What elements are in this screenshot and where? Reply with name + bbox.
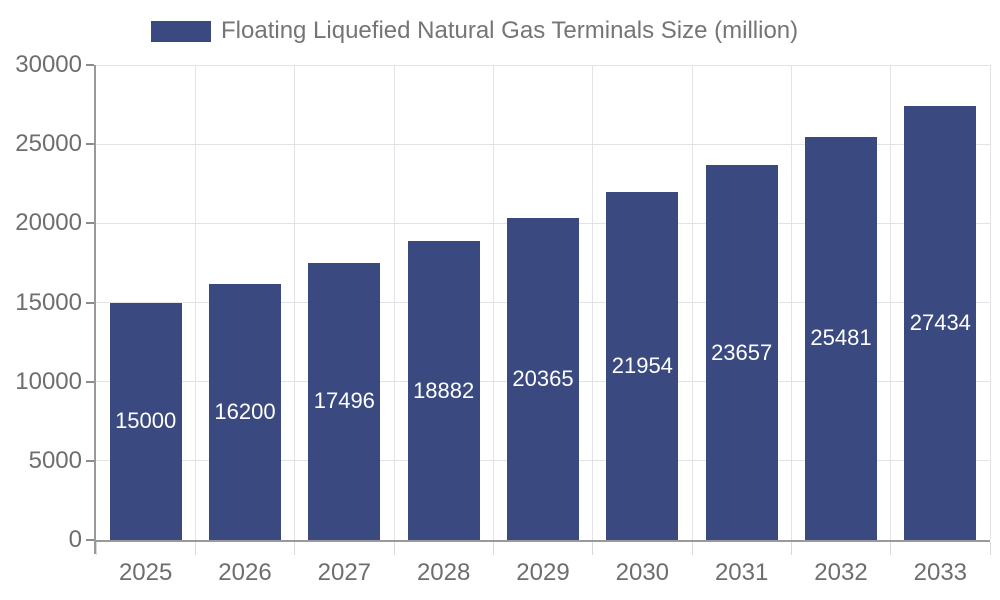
y-axis-tick-mark — [86, 64, 94, 66]
y-axis-tick-mark — [86, 539, 94, 541]
gridline-vertical — [492, 65, 494, 540]
x-axis-tick-label: 2033 — [913, 559, 968, 586]
bar[interactable]: 16200 — [209, 283, 281, 540]
gridline-vertical — [989, 65, 991, 540]
bar-value-label: 27434 — [909, 309, 971, 335]
bar[interactable]: 15000 — [109, 302, 182, 540]
y-axis-tick-label: 30000 — [15, 51, 82, 78]
bar[interactable]: 23657 — [705, 165, 778, 540]
gridline-vertical — [294, 65, 296, 540]
y-axis-tick-mark — [86, 380, 94, 383]
bar[interactable]: 27434 — [904, 105, 977, 540]
bar-value-label: 23657 — [711, 339, 773, 365]
x-axis-tick-mark — [790, 542, 792, 555]
y-axis-tick-label: 0 — [68, 526, 82, 553]
bar-value-label: 17496 — [313, 388, 375, 414]
x-axis-tick-mark — [393, 542, 395, 555]
y-axis-tick-label: 25000 — [15, 130, 82, 158]
gridline-vertical — [890, 65, 892, 540]
bar-value-label: 21954 — [611, 353, 673, 379]
y-axis-tick-mark — [86, 222, 94, 225]
y-axis-tick-mark — [86, 459, 94, 462]
gridline-vertical — [592, 65, 594, 540]
bar[interactable]: 17496 — [308, 262, 381, 540]
bar-value-label: 18882 — [413, 377, 475, 403]
x-axis-tick-mark — [294, 542, 296, 555]
bar[interactable]: 25481 — [805, 136, 877, 540]
y-axis-line — [94, 65, 96, 554]
gridline-vertical — [790, 65, 792, 540]
y-axis-tick-mark — [86, 143, 94, 146]
x-axis-tick-label: 2032 — [814, 559, 868, 586]
y-axis-tick-mark — [86, 301, 94, 304]
x-axis-tick-mark — [691, 542, 693, 555]
x-axis-tick-label: 2031 — [714, 559, 769, 586]
x-axis-tick-label: 2030 — [615, 559, 670, 586]
bar[interactable]: 18882 — [407, 241, 480, 540]
x-axis-tick-mark — [989, 542, 991, 555]
y-axis-tick-label: 15000 — [15, 288, 82, 316]
gridline-vertical — [393, 65, 395, 540]
x-axis-tick-mark — [95, 542, 97, 555]
x-axis-line — [94, 540, 990, 542]
x-axis-tick-mark — [890, 542, 892, 555]
x-axis-tick-mark — [492, 542, 494, 555]
gridline-horizontal — [96, 143, 990, 145]
x-axis-tick-label: 2028 — [416, 559, 471, 586]
y-axis-tick-label: 10000 — [15, 367, 82, 395]
bar-value-label: 20365 — [512, 365, 574, 391]
y-axis-tick-label: 20000 — [15, 209, 82, 237]
bar-value-label: 15000 — [115, 408, 177, 434]
x-axis-tick-mark — [592, 542, 594, 555]
x-axis-tick-label: 2025 — [118, 559, 173, 586]
x-axis-tick-label: 2026 — [218, 559, 272, 586]
gridline-vertical — [691, 65, 693, 540]
bar[interactable]: 20365 — [507, 217, 579, 540]
bar-value-label: 25481 — [810, 325, 872, 351]
bar-value-label: 16200 — [214, 398, 276, 424]
legend-swatch — [151, 20, 211, 42]
gridline-vertical — [194, 65, 196, 540]
legend-item[interactable]: Floating Liquefied Natural Gas Terminals… — [151, 17, 798, 45]
y-axis-tick-label: 5000 — [28, 446, 82, 474]
bar[interactable]: 21954 — [606, 192, 679, 540]
x-axis-tick-label: 2029 — [516, 559, 570, 586]
x-axis-tick-label: 2027 — [317, 559, 372, 586]
legend-label: Floating Liquefied Natural Gas Terminals… — [221, 17, 799, 44]
gridline-horizontal — [96, 64, 990, 66]
x-axis-tick-mark — [194, 542, 196, 555]
